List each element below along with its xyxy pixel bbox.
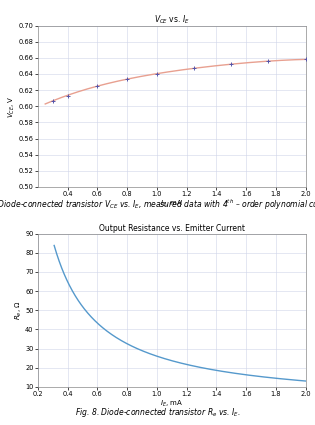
Text: Fig. 8. Diode-connected transistor $R_e$ vs. $I_E$.: Fig. 8. Diode-connected transistor $R_e$… (75, 405, 240, 419)
Y-axis label: $V_{CE}$, V: $V_{CE}$, V (7, 95, 17, 118)
Y-axis label: $R_e$, Ω: $R_e$, Ω (14, 300, 24, 320)
Text: Fig. 7. Diode-connected transistor $V_{CE}$ vs. $I_E$, measured data with 4$^{th: Fig. 7. Diode-connected transistor $V_{C… (0, 198, 315, 212)
Title: $V_{CE}$ vs. $I_E$: $V_{CE}$ vs. $I_E$ (154, 13, 190, 26)
Title: Output Resistance vs. Emitter Current: Output Resistance vs. Emitter Current (99, 224, 245, 233)
X-axis label: $I_E$, mA: $I_E$, mA (160, 198, 183, 209)
X-axis label: $I_E$, mA: $I_E$, mA (160, 398, 183, 408)
